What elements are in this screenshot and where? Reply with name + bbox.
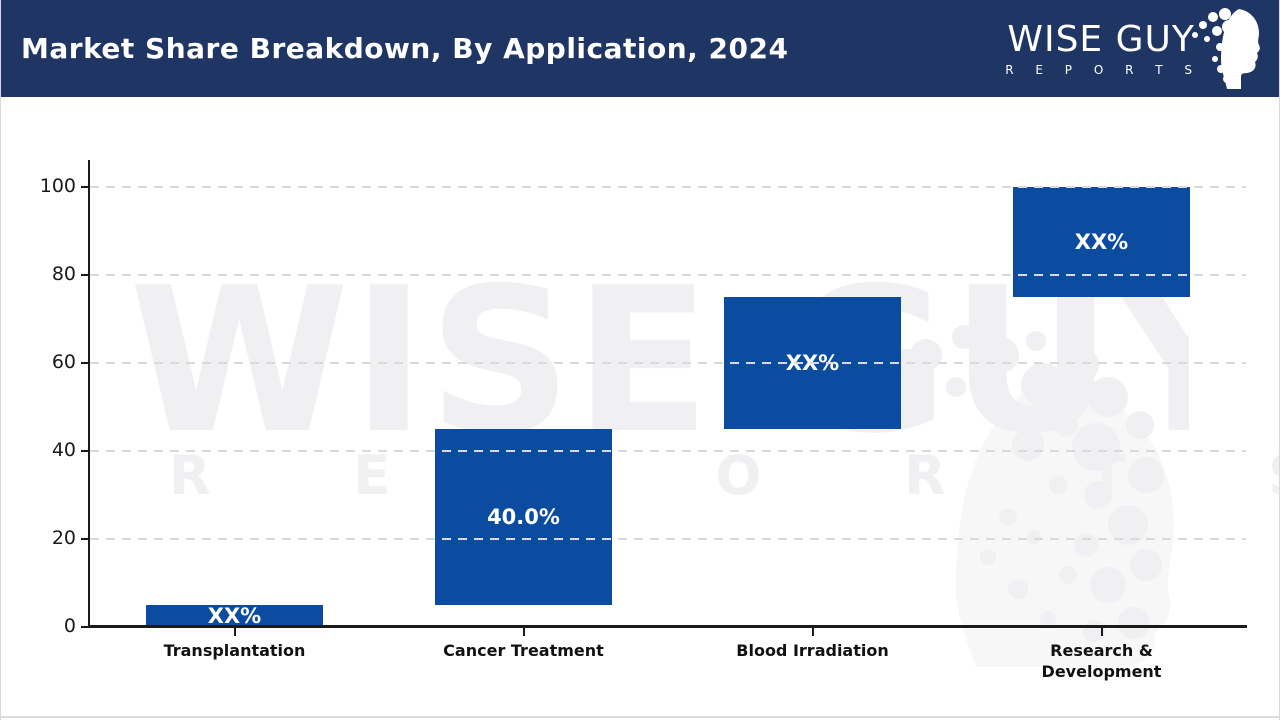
- x-tick-mark: [522, 628, 525, 636]
- gridline: [90, 450, 1246, 452]
- y-tick-mark: [81, 186, 90, 188]
- bar: 40.0%: [435, 429, 612, 605]
- y-tick-label: 60: [51, 351, 76, 373]
- gridline: [90, 274, 1246, 276]
- y-axis-line: [88, 160, 90, 627]
- gridline: [90, 186, 1246, 188]
- y-tick-mark: [81, 274, 90, 276]
- logo-tagline: R E P O R T S: [1005, 62, 1201, 77]
- y-tick-mark: [81, 538, 90, 540]
- x-category-label: Research & Development: [1041, 641, 1162, 681]
- y-tick-label: 80: [51, 263, 76, 285]
- logo-face-icon: [1192, 7, 1260, 89]
- gridline: [90, 538, 1246, 540]
- logo-wordmark: WISE GUY: [1007, 18, 1195, 60]
- y-tick-mark: [81, 362, 90, 364]
- bar-value-label: 40.0%: [487, 504, 560, 529]
- bar-value-label: XX%: [207, 603, 262, 628]
- y-tick-label: 100: [39, 175, 76, 197]
- chart-canvas: WISE GUY R E P O R T S 0 20 40 60 80 100 XX% Tr…: [1, 97, 1279, 720]
- bar: XX%: [146, 605, 323, 627]
- bar: XX%: [1013, 187, 1190, 297]
- bottom-divider: [1, 716, 1279, 718]
- y-tick-mark: [81, 626, 90, 628]
- logo-wordmark-block: WISE GUY R E P O R T S: [1001, 18, 1201, 77]
- y-tick-label: 0: [63, 615, 76, 637]
- brand-logo: WISE GUY R E P O R T S: [1001, 7, 1265, 91]
- x-axis-line: [88, 625, 1247, 628]
- y-tick-label: 40: [51, 439, 76, 461]
- y-tick-mark: [81, 450, 90, 452]
- page-title: Market Share Breakdown, By Application, …: [21, 32, 789, 65]
- x-category-label: Transplantation: [163, 641, 306, 660]
- gridline: [90, 362, 1246, 364]
- x-tick-mark: [233, 628, 236, 636]
- x-category-label: Blood Irradiation: [736, 641, 889, 660]
- x-tick-mark: [811, 628, 814, 636]
- x-tick-mark: [1100, 628, 1103, 636]
- x-category-label: Cancer Treatment: [443, 641, 604, 660]
- y-tick-label: 20: [51, 527, 76, 549]
- header-banner: Market Share Breakdown, By Application, …: [1, 0, 1279, 97]
- bar-value-label: XX%: [1074, 229, 1129, 254]
